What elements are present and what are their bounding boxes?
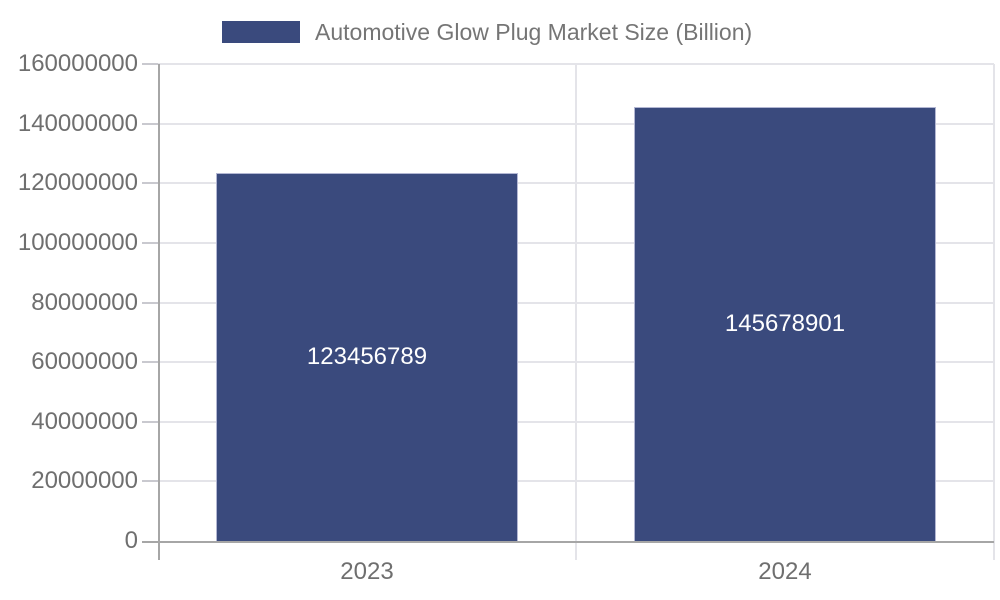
bar-2024 [634, 106, 936, 541]
y-tick-label: 60000000 [31, 348, 138, 376]
x-tick-label: 2023 [340, 558, 394, 585]
y-axis-tick [142, 241, 158, 244]
legend-swatch-icon [222, 21, 300, 43]
bar-2023 [216, 172, 518, 541]
y-tick-label: 140000000 [17, 109, 138, 137]
y-axis-tick [142, 420, 158, 423]
y-tick-label: 40000000 [31, 407, 138, 435]
gridline-vertical [575, 64, 577, 560]
bar-value-label: 145678901 [724, 309, 846, 337]
y-axis-tick [142, 182, 158, 185]
y-tick-label: 120000000 [17, 169, 138, 197]
legend-item[interactable]: Automotive Glow Plug Market Size (Billio… [222, 20, 752, 44]
legend-label: Automotive Glow Plug Market Size (Billio… [315, 19, 753, 45]
gridline-vertical [993, 64, 995, 560]
y-axis-tick [142, 480, 158, 483]
y-axis-tick [142, 361, 158, 364]
y-tick-label: 20000000 [31, 467, 138, 495]
y-axis-tick [142, 122, 158, 125]
x-axis-line [142, 541, 994, 543]
y-tick-label: 160000000 [17, 50, 138, 77]
x-tick-label: 2024 [758, 558, 812, 585]
y-tick-label: 80000000 [31, 288, 138, 316]
y-axis-tick [142, 63, 158, 65]
bar-value-label: 123456789 [306, 342, 428, 370]
y-axis-tick [142, 301, 158, 304]
y-tick-label: 0 [124, 527, 138, 554]
y-axis-line [158, 64, 160, 560]
y-tick-label: 100000000 [17, 228, 138, 256]
